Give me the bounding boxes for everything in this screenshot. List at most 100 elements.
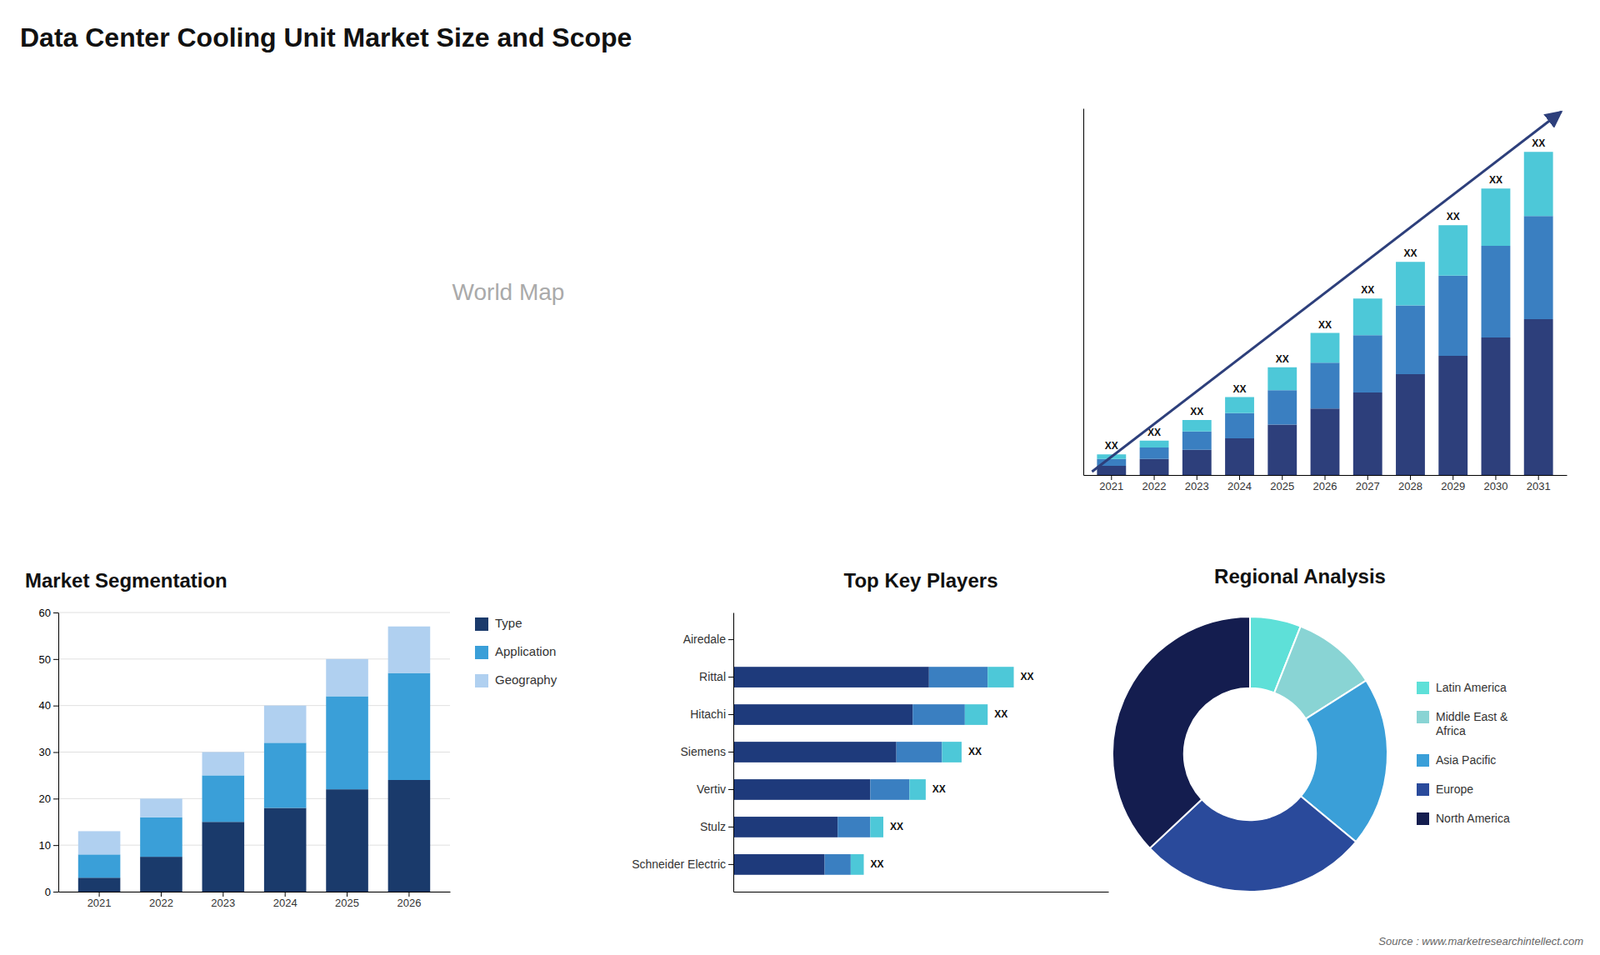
axis-line <box>1083 109 1085 476</box>
tick-label: Stulz <box>700 820 726 834</box>
tick-label: 2023 <box>1185 480 1210 493</box>
bar <box>870 816 884 838</box>
annotations: XXXXXXXXXXXXXXXXXXXXXX <box>1105 137 1545 452</box>
bar <box>1353 335 1383 393</box>
bar <box>140 817 183 857</box>
map-placeholder: World Map <box>452 279 565 305</box>
bar <box>1395 261 1425 305</box>
bar <box>1182 450 1212 475</box>
legend: TypeApplicationGeography <box>475 615 558 688</box>
tick: 40 <box>39 699 59 712</box>
tick-mark <box>1154 475 1155 480</box>
legend-label: Middle East &Africa <box>1435 710 1509 738</box>
data-label: XX <box>1318 319 1332 331</box>
bar <box>733 816 838 838</box>
legend-label: Asia Pacific <box>1435 753 1496 767</box>
tick: 2021 <box>1099 475 1124 493</box>
tick: 2025 <box>335 891 360 910</box>
tick: Airedale <box>683 632 734 646</box>
tick-mark <box>728 864 734 865</box>
bar <box>1438 355 1468 475</box>
tick-label: 2025 <box>335 896 360 910</box>
legend-label: Application <box>495 644 556 659</box>
tick: Vertiv <box>696 782 734 796</box>
bar <box>202 752 245 776</box>
bar <box>388 780 431 892</box>
legend-swatch <box>475 617 489 631</box>
bar <box>1481 245 1511 338</box>
bar <box>837 816 870 838</box>
bar <box>1267 367 1297 391</box>
tick: 50 <box>39 652 59 665</box>
bar <box>1267 390 1297 425</box>
tick-label: 50 <box>39 652 51 665</box>
tick-label: 2030 <box>1483 480 1508 493</box>
tick: 30 <box>39 745 59 759</box>
bar <box>1524 319 1554 475</box>
tick-label: 10 <box>39 839 51 852</box>
tick-mark <box>1452 475 1454 480</box>
tick-mark <box>1239 475 1240 480</box>
data-label: XX <box>1105 440 1119 452</box>
bar <box>987 666 1014 688</box>
tick-label: 2024 <box>273 896 298 910</box>
data-label: XX <box>870 858 885 870</box>
tick-mark <box>222 891 224 897</box>
tick: 2025 <box>1270 475 1295 493</box>
bar <box>1182 431 1212 450</box>
bar <box>1310 362 1340 409</box>
bar <box>733 741 897 763</box>
bar <box>1353 392 1383 475</box>
tick-mark <box>728 789 734 790</box>
tick-mark <box>53 891 59 893</box>
tick-mark <box>1196 475 1198 480</box>
bar <box>264 705 307 744</box>
tick-mark <box>728 676 734 678</box>
tick-mark <box>728 751 734 753</box>
bar <box>78 877 121 892</box>
bar <box>1225 413 1255 439</box>
tick-mark <box>53 612 59 614</box>
data-label: XX <box>968 745 982 758</box>
legend: Latin AmericaMiddle East &AfricaAsia Pac… <box>1416 680 1510 825</box>
legend-label: North America <box>1435 811 1510 825</box>
tick-label: Vertiv <box>696 782 726 796</box>
dashboard: Data Center Cooling Unit Market Size and… <box>0 0 1600 955</box>
tick: Stulz <box>700 820 734 834</box>
tick-label: 2022 <box>1142 480 1167 493</box>
legend-label: Type <box>495 615 523 630</box>
bar <box>1395 374 1425 475</box>
bar <box>870 779 910 800</box>
tick-label: 2021 <box>1099 480 1124 493</box>
bar <box>965 704 988 725</box>
tick-label: 0 <box>45 885 51 899</box>
value-axis <box>1083 109 1085 476</box>
legend-swatch <box>475 645 489 660</box>
tick-mark <box>1325 475 1326 480</box>
slices <box>1112 616 1388 892</box>
tick: 2029 <box>1440 475 1465 493</box>
category-axis: 2021202220232024202520262027202820292030… <box>1084 475 1568 493</box>
legend-swatch <box>475 674 489 688</box>
bar <box>1481 188 1511 246</box>
tick: Siemens <box>680 745 734 759</box>
bar <box>1140 459 1170 475</box>
bar-chart: AiredaleRittalHitachiSiemensVertivStulzS… <box>631 569 1109 893</box>
tick: 2024 <box>273 891 298 910</box>
tick: 2026 <box>1313 475 1338 493</box>
bars <box>78 626 430 892</box>
tick: 2022 <box>149 891 174 910</box>
data-label: XX <box>1190 405 1204 418</box>
bar <box>1524 215 1554 320</box>
figure-title: Data Center Cooling Unit Market Size and… <box>20 22 632 53</box>
tick-label: 2022 <box>149 896 174 910</box>
bar-chart: 0102030405060202120222023202420252026Typ… <box>25 569 558 910</box>
data-label: XX <box>1489 174 1503 186</box>
bar <box>1310 408 1340 475</box>
tick-label: 30 <box>39 745 51 759</box>
bar <box>1140 447 1170 460</box>
value-axis: 0102030405060 <box>39 606 60 899</box>
tick: 2030 <box>1483 475 1508 493</box>
legend-swatch <box>1416 783 1430 796</box>
tick-mark <box>53 705 59 707</box>
